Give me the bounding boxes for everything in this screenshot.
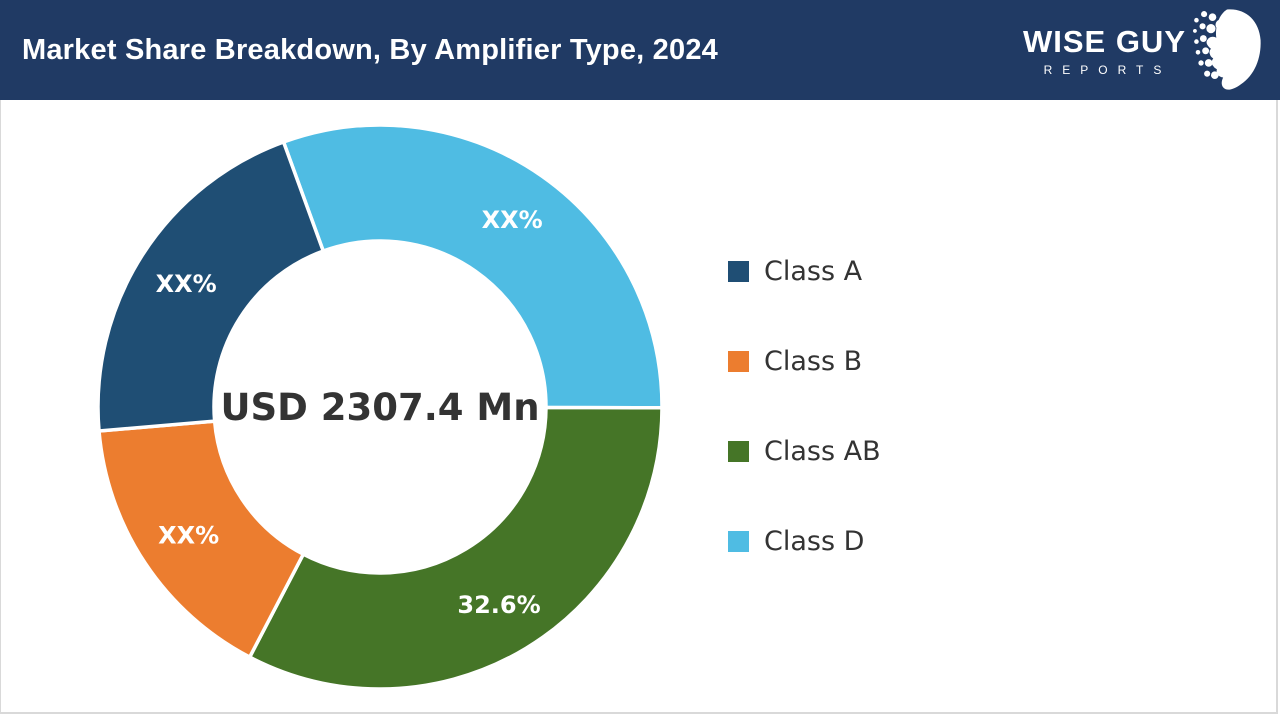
face-dot xyxy=(1194,39,1199,44)
face-dot xyxy=(1204,70,1211,77)
wiseguy-logo: WISE GUY REPORTS xyxy=(1023,8,1266,92)
face-dot xyxy=(1195,50,1201,55)
face-dot xyxy=(1199,35,1207,42)
face-profile xyxy=(1206,9,1261,90)
face-dot xyxy=(1204,59,1213,67)
legend-label-class-a: Class A xyxy=(764,255,863,287)
face-dot xyxy=(1194,17,1199,23)
donut-center-value: USD 2307.4 Mn xyxy=(220,386,539,429)
face-dot xyxy=(1208,13,1217,21)
face-dot xyxy=(1210,71,1219,80)
chart-legend: Class A Class B Class AB Class D xyxy=(728,250,881,610)
donut-slice-class-a xyxy=(96,139,326,433)
legend-item-class-b: Class B xyxy=(728,340,881,382)
page-title: Market Share Breakdown, By Amplifier Typ… xyxy=(22,34,718,66)
slice-label-class-b: XX% xyxy=(158,522,219,550)
face-dot xyxy=(1201,11,1208,18)
legend-label-class-b: Class B xyxy=(764,345,863,377)
legend-label-class-d: Class D xyxy=(764,525,865,557)
logo-face-icon xyxy=(1193,9,1261,90)
legend-swatch-class-b xyxy=(728,350,749,372)
logo-wordmark: WISE GUY xyxy=(1022,23,1186,59)
donut-slice-class-ab xyxy=(247,405,664,691)
legend-swatch-class-ab xyxy=(728,440,749,462)
header-bar: Market Share Breakdown, By Amplifier Typ… xyxy=(0,0,1280,100)
legend-item-class-a: Class A xyxy=(728,250,881,292)
donut-slice-class-d xyxy=(281,123,664,410)
legend-swatch-class-d xyxy=(728,530,749,552)
legend-item-class-ab: Class AB xyxy=(728,430,881,472)
legend-swatch-class-a xyxy=(728,260,749,282)
face-dot xyxy=(1193,29,1197,33)
logo-text: WISE GUY REPORTS xyxy=(1023,24,1186,77)
donut-slice-class-b xyxy=(97,419,306,660)
face-dot xyxy=(1206,24,1216,34)
logo-subtitle: REPORTS xyxy=(1043,62,1172,77)
legend-label-class-ab: Class AB xyxy=(764,435,881,467)
face-dot xyxy=(1202,47,1210,55)
face-dot xyxy=(1198,60,1204,66)
slice-label-class-a: XX% xyxy=(156,270,217,298)
legend-item-class-d: Class D xyxy=(728,520,881,562)
face-dot xyxy=(1199,23,1206,30)
slice-label-class-ab: 32.6% xyxy=(457,591,540,619)
slice-label-class-d: XX% xyxy=(482,206,543,234)
